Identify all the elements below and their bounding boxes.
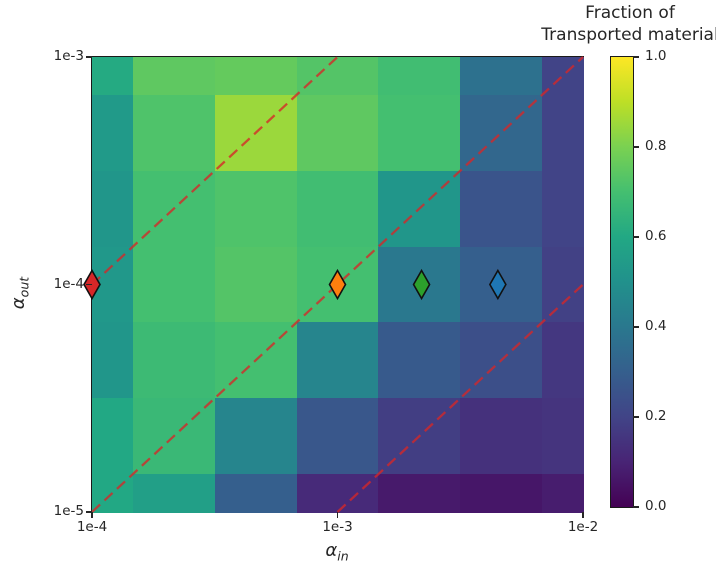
heatmap-cell (214, 398, 298, 475)
x-tick-mark (336, 512, 339, 518)
y-axis-label-subscript: out (16, 276, 32, 298)
heatmap-cell (296, 398, 379, 475)
heatmap-cell (296, 170, 379, 248)
x-tick-label: 1e-4 (76, 519, 108, 535)
x-axis-label-subscript: in (337, 548, 349, 564)
colorbar-tick-mark (633, 146, 639, 148)
heatmap-cell (132, 94, 216, 172)
colorbar-tick-label: 0.0 (645, 498, 667, 514)
heatmap-cell (460, 57, 543, 96)
heatmap-cell (542, 322, 584, 399)
diagonal-dashed-line (336, 283, 584, 513)
heatmap-cell (214, 170, 298, 248)
heatmap-cell (214, 474, 298, 513)
y-axis-label-symbol: α (8, 297, 29, 310)
heatmap-cell (132, 322, 216, 399)
marker-diamond-blue (488, 268, 507, 301)
x-tick-mark (582, 512, 584, 518)
heatmap-cell (460, 398, 543, 475)
heatmap-cell (460, 474, 543, 513)
x-tick-label: 1e-2 (567, 519, 599, 535)
colorbar-tick-mark (633, 236, 639, 238)
y-tick-mark (86, 283, 92, 286)
colorbar-tick-mark (633, 416, 639, 418)
heatmap-cell (214, 57, 298, 96)
colorbar-tick-label: 1.0 (645, 48, 667, 64)
marker-diamond-orange (328, 268, 347, 301)
diagonal-dashed-line (91, 56, 339, 286)
colorbar-tick-label: 0.2 (645, 408, 667, 424)
x-axis-label-symbol: α (325, 540, 338, 561)
heatmap-cell (542, 94, 584, 172)
heatmap-cell (92, 57, 134, 96)
x-tick-mark (91, 512, 93, 518)
heatmap-cell (132, 246, 216, 324)
colorbar-title: Fraction of Transported material (495, 2, 716, 46)
colorbar-tick-mark (633, 326, 639, 328)
y-axis-label: αout (8, 253, 32, 333)
heatmap-cell (296, 57, 379, 96)
heatmap-cell (92, 322, 134, 399)
heatmap-cell (132, 474, 216, 513)
heatmap-cell (460, 170, 543, 248)
heatmap-plot-area (83, 56, 584, 513)
heatmap-cell (542, 170, 584, 248)
title-line-2: Transported material (541, 25, 716, 45)
heatmap-cell (296, 322, 379, 399)
y-tick-label: 1e-4 (53, 275, 84, 292)
colorbar-tick-mark (633, 506, 639, 508)
heatmap-cell (378, 94, 461, 172)
heatmap-cell (378, 322, 461, 399)
y-tick-label: 1e-5 (53, 503, 84, 519)
title-line-1: Fraction of (585, 3, 675, 23)
colorbar-tick-label: 0.8 (645, 138, 667, 154)
heatmap-cell (542, 398, 584, 475)
diagonal-dashed-line (91, 56, 584, 513)
y-tick-mark (86, 56, 92, 58)
heatmap-cell (214, 246, 298, 324)
heatmap-cell (92, 170, 134, 248)
y-tick-label: 1e-3 (53, 48, 84, 64)
x-tick-label: 1e-3 (322, 519, 353, 535)
heatmap-cell (92, 398, 134, 475)
colorbar-tick-label: 0.6 (645, 228, 667, 244)
marker-diamond-green (412, 268, 431, 301)
heatmap-cell (542, 246, 584, 324)
heatmap-cell (92, 94, 134, 172)
colorbar (610, 56, 634, 508)
heatmap-cell (296, 94, 379, 172)
marker-diamond-red (83, 268, 101, 301)
heatmap-cell (378, 57, 461, 96)
x-axis-label: αin (297, 540, 377, 564)
heatmap-cell (378, 474, 461, 513)
heatmap-cell (542, 474, 584, 513)
colorbar-tick-label: 0.4 (645, 318, 667, 334)
heatmap-cell (132, 57, 216, 96)
heatmap-cell (296, 474, 379, 513)
plot-overlay (83, 56, 584, 513)
colorbar-tick-mark (633, 56, 639, 58)
y-tick-mark (86, 511, 92, 513)
